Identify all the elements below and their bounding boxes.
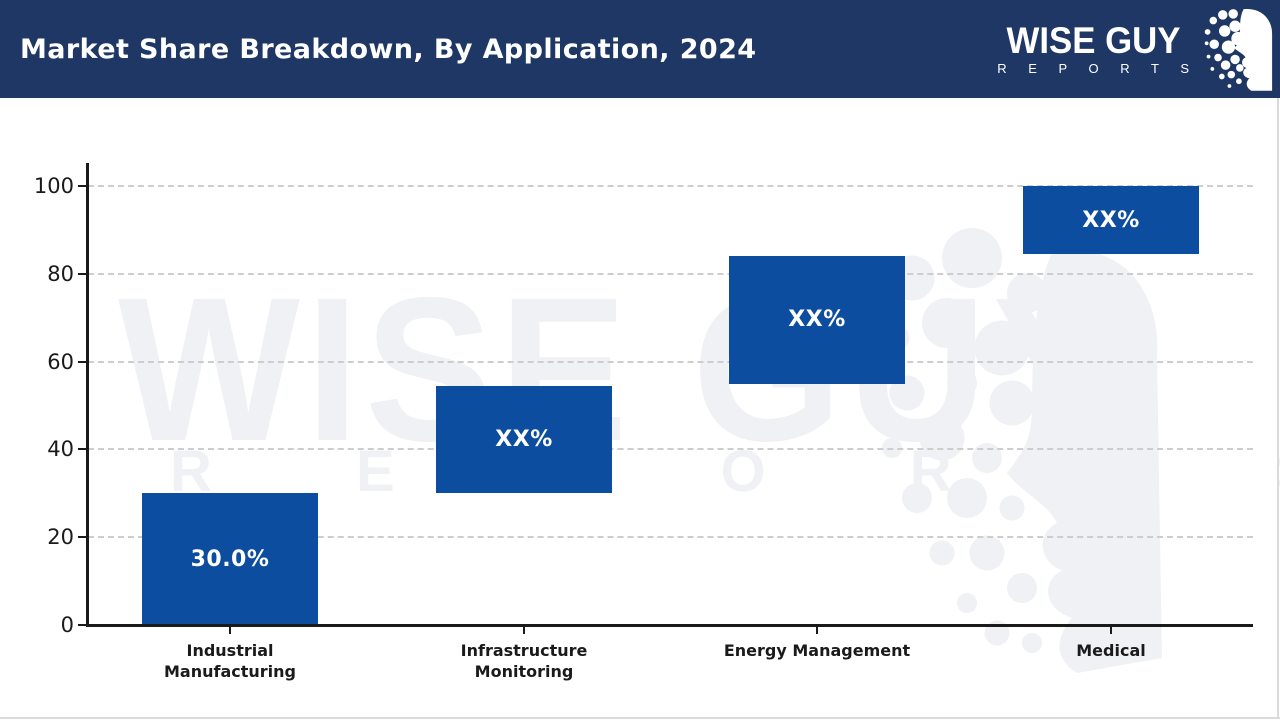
x-axis-line [86, 624, 1253, 627]
logo-brand-text: WISE GUY [1006, 19, 1181, 61]
wiseguy-logo: WISE GUY R E P O R T S [988, 0, 1274, 98]
x-tick-mark [523, 627, 525, 634]
gridline-y20 [88, 536, 1253, 539]
x-category-label-line: Energy Management [723, 641, 911, 660]
x-category-label-line: Infrastructure [460, 641, 588, 660]
y-tick-mark [78, 272, 88, 275]
logo-tagline-text: R E P O R T S [997, 60, 1198, 76]
x-category-label-line: Industrial [186, 641, 274, 660]
chart-plot-area: 0 20 40 60 80 100 30.0% Industrial Manufacturing… [0, 98, 1280, 720]
y-tick-label: 0 [60, 613, 74, 637]
y-tick-mark [78, 448, 88, 451]
bar-value-label: 30.0% [190, 546, 270, 572]
x-tick-mark [1110, 627, 1112, 634]
x-category-label: Industrial Manufacturing [80, 640, 380, 682]
x-category-label-line: Manufacturing [164, 662, 296, 681]
y-axis-spine [86, 163, 89, 627]
x-category-label-line: Medical [1076, 641, 1146, 660]
bar-infrastructure-monitoring: XX% [436, 385, 612, 494]
y-tick-mark [78, 360, 88, 363]
y-tick-label: 20 [47, 525, 74, 550]
y-tick-label: 60 [47, 349, 74, 374]
bar-value-label: XX% [788, 307, 846, 333]
page-right-border [1277, 98, 1279, 717]
gridline-y60 [88, 360, 1253, 363]
bar-value-label: XX% [495, 427, 553, 452]
x-category-label: Infrastructure Monitoring [374, 640, 674, 682]
y-tick-mark [78, 536, 88, 539]
page-title: Market Share Breakdown, By Application, … [20, 33, 757, 65]
y-tick-label: 40 [47, 437, 74, 462]
x-category-label: Medical [961, 640, 1261, 661]
wiseguy-head-icon [1204, 8, 1273, 91]
gridline-y40 [88, 448, 1253, 451]
y-tick-mark [78, 185, 88, 187]
y-tick-label: 80 [47, 261, 74, 286]
bar-medical: XX% [1023, 186, 1199, 255]
bar-energy-management: XX% [729, 256, 905, 384]
x-tick-mark [229, 627, 231, 634]
x-category-label: Energy Management [667, 640, 967, 661]
bar-industrial-manufacturing: 30.0% [142, 493, 318, 625]
x-category-label-line: Monitoring [474, 662, 574, 681]
page-bottom-border [0, 717, 1280, 719]
gridline-y80 [88, 272, 1253, 275]
gridline-y100 [88, 185, 1253, 187]
y-tick-label: 100 [33, 174, 74, 198]
x-tick-mark [816, 627, 818, 634]
bar-value-label: XX% [1082, 207, 1140, 233]
header-bar: Market Share Breakdown, By Application, … [0, 0, 1280, 98]
y-tick-mark [78, 624, 88, 626]
